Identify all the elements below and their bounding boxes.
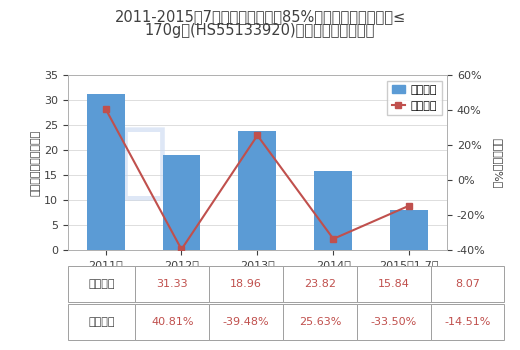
- Bar: [390, 210, 428, 250]
- Bar: [135, 266, 209, 302]
- Y-axis label: 同比增速（%）: 同比增速（%）: [492, 138, 502, 188]
- Bar: [87, 93, 125, 250]
- Text: -39.48%: -39.48%: [223, 317, 269, 327]
- Bar: [163, 155, 201, 250]
- Bar: [431, 303, 504, 340]
- Text: 同比增长: 同比增长: [88, 317, 115, 327]
- Text: 25.63%: 25.63%: [298, 317, 341, 327]
- Text: 40.81%: 40.81%: [151, 317, 193, 327]
- Bar: [357, 303, 431, 340]
- Bar: [68, 303, 135, 340]
- Bar: [431, 266, 504, 302]
- Y-axis label: 出口金额（百万美元）: 出口金额（百万美元）: [31, 130, 41, 196]
- Legend: 出口金额, 同比增长: 出口金额, 同比增长: [387, 81, 441, 115]
- Bar: [209, 266, 283, 302]
- Bar: [239, 131, 277, 250]
- Bar: [135, 303, 209, 340]
- Text: 弘: 弘: [119, 122, 168, 203]
- Bar: [68, 266, 135, 302]
- Text: -33.50%: -33.50%: [371, 317, 417, 327]
- Text: 170g）(HS55133920)出口总额及增速统计: 170g）(HS55133920)出口总额及增速统计: [145, 23, 375, 38]
- Text: 31.33: 31.33: [157, 279, 188, 289]
- Text: 2011-2015年7月其他聚酯短纤＜85%棉混色织布（平米重≤: 2011-2015年7月其他聚酯短纤＜85%棉混色织布（平米重≤: [114, 9, 406, 24]
- Bar: [283, 303, 357, 340]
- Bar: [283, 266, 357, 302]
- Text: 23.82: 23.82: [304, 279, 336, 289]
- Text: -14.51%: -14.51%: [444, 317, 491, 327]
- Text: 8.07: 8.07: [455, 279, 480, 289]
- Bar: [209, 303, 283, 340]
- Bar: [357, 266, 431, 302]
- Text: 出口金额: 出口金额: [88, 279, 115, 289]
- Text: 15.84: 15.84: [378, 279, 410, 289]
- Text: 18.96: 18.96: [230, 279, 262, 289]
- Bar: [315, 171, 353, 250]
